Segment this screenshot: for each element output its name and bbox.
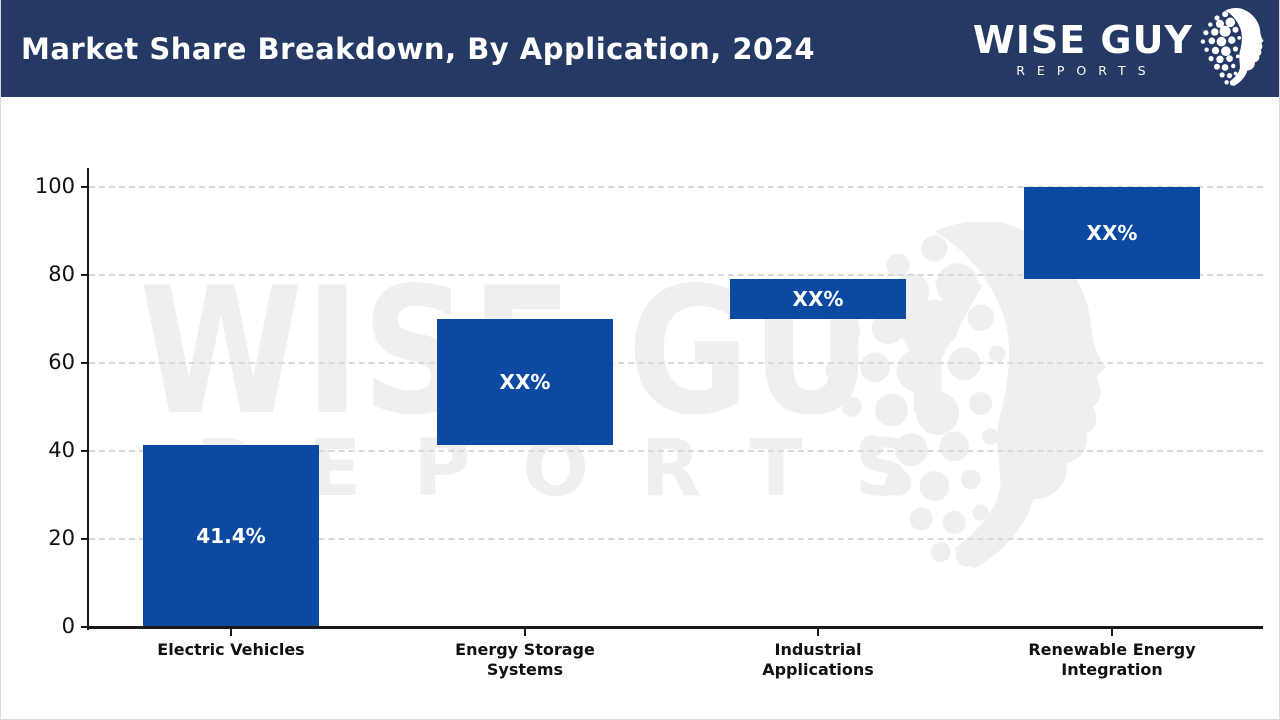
logo-text: WISE GUY REPORTS	[973, 21, 1193, 78]
x-category-label: Energy Storage Systems	[455, 640, 595, 680]
bar: XX%	[437, 319, 613, 445]
bar-value-label: XX%	[499, 369, 551, 394]
bar: XX%	[1024, 187, 1200, 280]
gridline	[89, 186, 1263, 188]
y-tick-label: 80	[48, 262, 75, 286]
y-tick	[81, 626, 89, 628]
gridline	[89, 538, 1263, 540]
y-tick-label: 40	[48, 438, 75, 462]
gridline	[89, 450, 1263, 452]
y-tick-label: 0	[61, 614, 75, 638]
y-tick	[81, 538, 89, 540]
logo-wordmark: WISE GUY	[972, 17, 1193, 62]
x-tick	[230, 629, 232, 636]
x-axis-line	[89, 626, 1263, 629]
y-tick-label: 20	[48, 526, 75, 550]
header: Market Share Breakdown, By Application, …	[1, 0, 1279, 97]
gridline	[89, 274, 1263, 276]
y-axis-line	[87, 168, 89, 630]
bar-value-label: XX%	[1086, 221, 1138, 246]
y-tick-label: 60	[48, 350, 75, 374]
x-category-label: Renewable Energy Integration	[1028, 640, 1196, 680]
y-tick	[81, 450, 89, 452]
page-title: Market Share Breakdown, By Application, …	[21, 31, 816, 66]
x-tick	[1111, 629, 1113, 636]
gridline	[89, 362, 1263, 364]
y-tick	[81, 186, 89, 188]
y-tick	[81, 274, 89, 276]
y-tick-label: 100	[34, 174, 75, 198]
x-tick	[524, 629, 526, 636]
logo-subtitle: REPORTS	[1016, 62, 1158, 78]
wiseguy-logo: WISE GUY REPORTS	[973, 5, 1271, 93]
bar-value-label: XX%	[792, 287, 844, 312]
x-category-label: Electric Vehicles	[157, 640, 305, 659]
x-tick	[817, 629, 819, 636]
bar-value-label: 41.4%	[196, 523, 266, 548]
logo-face-icon	[1200, 8, 1264, 87]
x-category-label: Industrial Applications	[762, 640, 874, 680]
bar: 41.4%	[143, 444, 319, 627]
y-tick	[81, 362, 89, 364]
bar: XX%	[730, 279, 906, 319]
